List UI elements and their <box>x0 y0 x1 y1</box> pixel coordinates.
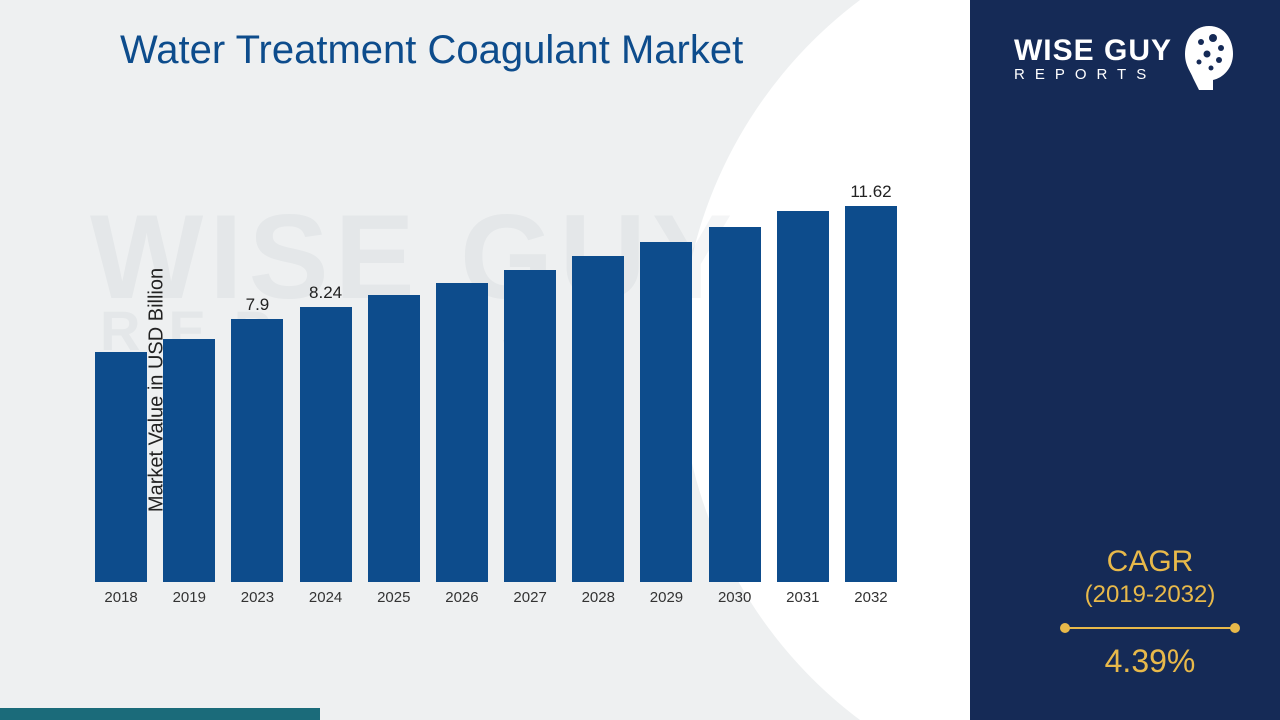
bar <box>231 319 283 582</box>
bar <box>777 211 829 582</box>
bar-wrap: 2025 <box>360 182 428 582</box>
bar <box>368 295 420 582</box>
x-tick-label: 2032 <box>854 589 887 606</box>
bar <box>504 270 556 582</box>
cagr-divider <box>1065 627 1235 629</box>
cagr-value: 4.39% <box>1020 643 1280 680</box>
x-tick-label: 2028 <box>582 589 615 606</box>
bar-wrap: 2029 <box>632 182 700 582</box>
bar <box>709 227 761 582</box>
logo-text: WISE GUY REPORTS <box>1014 34 1172 83</box>
bar-value-label: 11.62 <box>850 182 891 202</box>
logo-head-icon <box>1178 22 1240 94</box>
bar <box>163 339 215 582</box>
bar-wrap: 2018 <box>87 182 155 582</box>
x-tick-label: 2023 <box>241 589 274 606</box>
cagr-label: CAGR <box>1020 545 1280 579</box>
bar <box>572 256 624 582</box>
bar <box>640 242 692 582</box>
cagr-block: CAGR (2019-2032) 4.39% <box>1020 545 1280 680</box>
logo-line2: REPORTS <box>1014 66 1172 83</box>
x-tick-label: 2030 <box>718 589 751 606</box>
cagr-period: (2019-2032) <box>1020 581 1280 609</box>
bar-wrap: 2031 <box>769 182 837 582</box>
x-tick-label: 2024 <box>309 589 342 606</box>
bar-wrap: 2027 <box>496 182 564 582</box>
x-tick-label: 2027 <box>513 589 546 606</box>
logo-line1: WISE GUY <box>1014 34 1172 68</box>
logo: WISE GUY REPORTS <box>1014 22 1240 94</box>
bar-wrap: 2026 <box>428 182 496 582</box>
bar-value-label: 7.9 <box>246 295 270 315</box>
plot-area: 201820197.920238.24202420252026202720282… <box>87 182 905 582</box>
bar-value-label: 8.24 <box>309 283 342 303</box>
x-tick-label: 2029 <box>650 589 683 606</box>
x-tick-label: 2018 <box>104 589 137 606</box>
x-tick-label: 2026 <box>445 589 478 606</box>
bar-wrap: 2019 <box>155 182 223 582</box>
x-tick-label: 2025 <box>377 589 410 606</box>
chart: Market Value in USD Billion 201820197.92… <box>65 170 905 610</box>
bar-wrap: 2030 <box>701 182 769 582</box>
bar-wrap: 7.92023 <box>223 182 291 582</box>
bar-wrap: 8.242024 <box>292 182 360 582</box>
bar-wrap: 11.622032 <box>837 182 905 582</box>
bar <box>436 283 488 582</box>
bar <box>300 307 352 582</box>
bottom-accent-bar <box>0 708 320 720</box>
x-tick-label: 2031 <box>786 589 819 606</box>
bar <box>845 206 897 582</box>
bar-wrap: 2028 <box>564 182 632 582</box>
chart-title: Water Treatment Coagulant Market <box>120 28 743 73</box>
x-tick-label: 2019 <box>173 589 206 606</box>
bar <box>95 352 147 582</box>
